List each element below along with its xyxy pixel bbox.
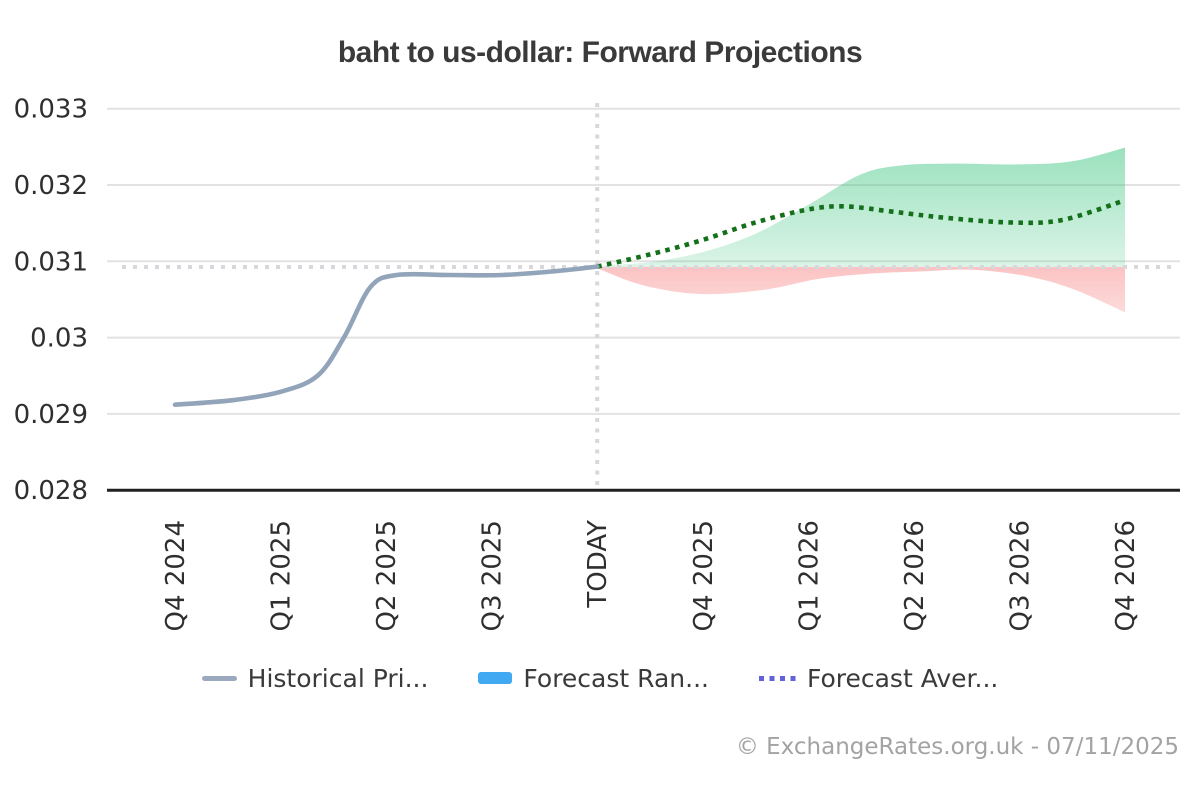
forecast-average-swatch-icon (758, 675, 796, 681)
y-tick-label: 0.03 (30, 324, 88, 354)
chart-legend: Historical Pri... Forecast Ran... Foreca… (0, 661, 1200, 695)
y-tick-label: 0.033 (14, 95, 88, 125)
x-tick-label: TODAY (583, 520, 613, 609)
y-tick-label: 0.029 (14, 400, 88, 430)
x-tick-label: Q4 2025 (689, 520, 719, 631)
legend-label-range: Forecast Ran... (523, 663, 709, 693)
x-tick-label: Q4 2026 (1111, 520, 1141, 631)
chart-title: baht to us-dollar: Forward Projections (337, 36, 863, 69)
historical-price-line (172, 264, 600, 407)
x-tick-label: Q2 2026 (900, 520, 930, 631)
forecast-range-band-lower (597, 267, 1125, 313)
x-tick-label: Q1 2025 (267, 520, 297, 631)
x-tick-label: Q4 2024 (161, 520, 191, 631)
legend-item-forecast-average[interactable]: Forecast Aver... (758, 663, 999, 693)
y-tick-label: 0.028 (14, 476, 88, 506)
legend-item-forecast-range[interactable]: Forecast Ran... (478, 664, 709, 693)
y-tick-label: 0.032 (14, 171, 88, 201)
y-tick-label: 0.031 (14, 247, 88, 277)
watermark-copyright: © ExchangeRates.org.uk - 07/11/2025 (735, 734, 1179, 760)
legend-label-average: Forecast Aver... (806, 663, 999, 693)
historical-line-swatch-icon (201, 675, 237, 681)
forecast-range-swatch-icon (478, 672, 513, 684)
forecast-average-line (596, 198, 1126, 269)
legend-item-historical-price[interactable]: Historical Pri... (201, 663, 429, 693)
x-tick-label: Q3 2026 (1006, 520, 1036, 631)
x-tick-label: Q1 2026 (794, 520, 824, 631)
legend-label-historical: Historical Pri... (247, 663, 429, 693)
x-tick-label: Q2 2025 (372, 520, 402, 631)
x-tick-label: Q3 2025 (478, 520, 508, 631)
